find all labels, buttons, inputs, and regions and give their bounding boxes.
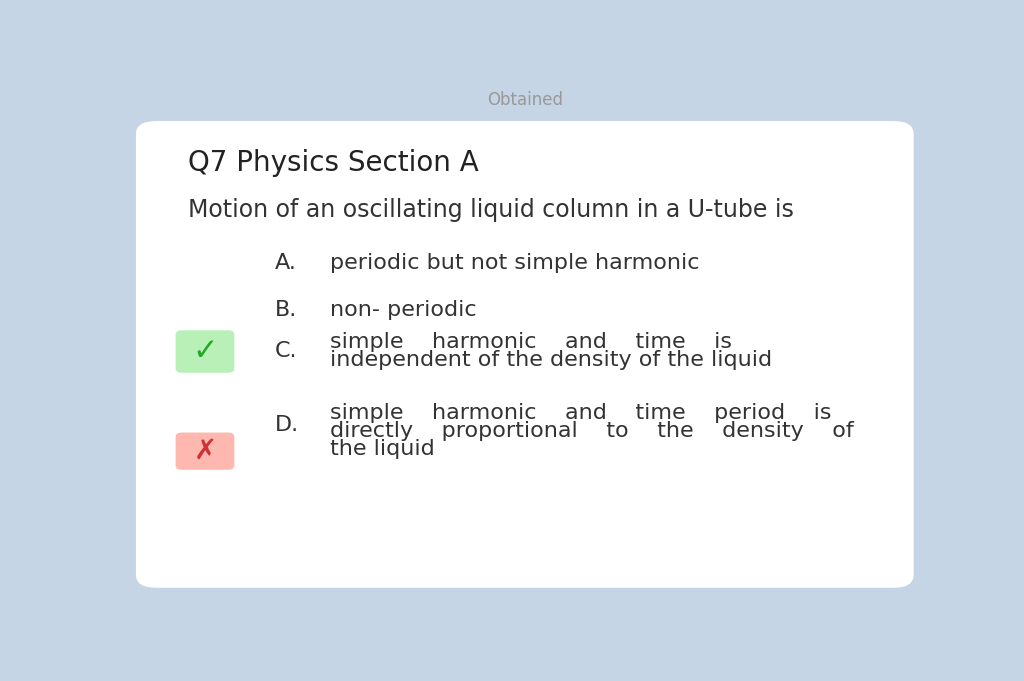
Text: ✗: ✗ (194, 437, 217, 465)
Text: Motion of an oscillating liquid column in a U-tube is: Motion of an oscillating liquid column i… (187, 198, 794, 222)
Text: the liquid: the liquid (331, 439, 435, 459)
FancyBboxPatch shape (176, 432, 234, 470)
Text: periodic but not simple harmonic: periodic but not simple harmonic (331, 253, 699, 272)
Text: independent of the density of the liquid: independent of the density of the liquid (331, 350, 772, 370)
FancyBboxPatch shape (136, 121, 913, 588)
Text: directly    proportional    to    the    density    of: directly proportional to the density of (331, 421, 854, 441)
Text: A.: A. (274, 253, 297, 272)
Text: C.: C. (274, 341, 297, 361)
Text: simple    harmonic    and    time    is: simple harmonic and time is (331, 332, 732, 352)
Text: Obtained: Obtained (486, 91, 563, 109)
Text: non- periodic: non- periodic (331, 300, 477, 320)
FancyBboxPatch shape (176, 330, 234, 373)
Text: simple    harmonic    and    time    period    is: simple harmonic and time period is (331, 403, 831, 423)
Text: Q7 Physics Section A: Q7 Physics Section A (187, 149, 478, 177)
Text: ✓: ✓ (193, 336, 218, 366)
Text: B.: B. (274, 300, 297, 320)
Text: D.: D. (274, 415, 299, 435)
